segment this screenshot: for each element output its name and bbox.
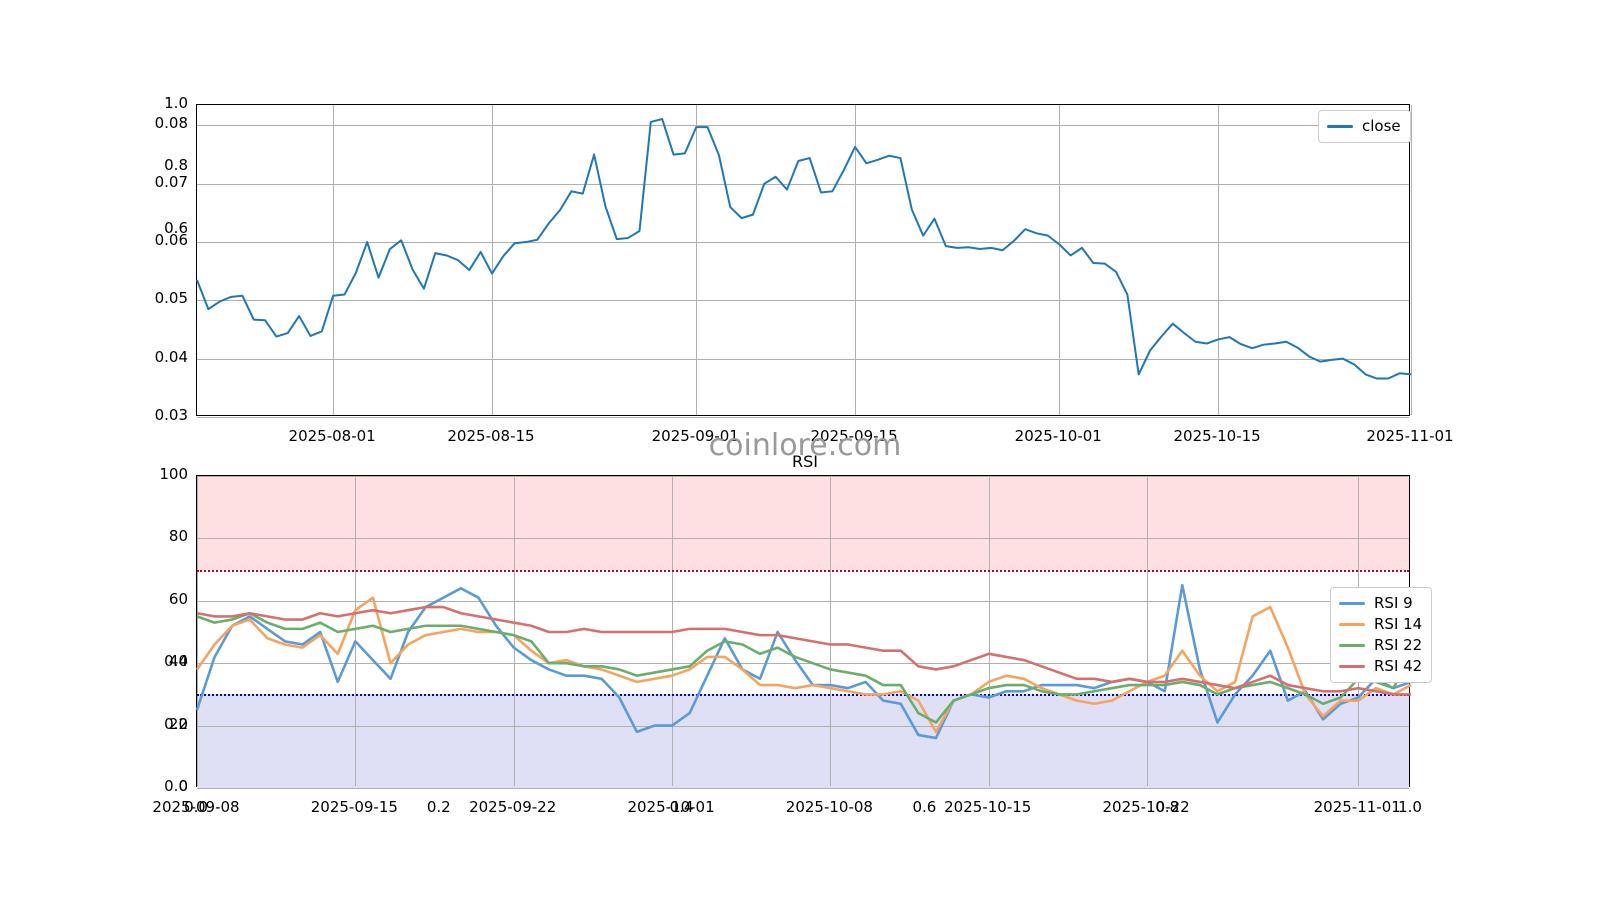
overbought-threshold-line bbox=[197, 569, 1409, 572]
rsi-gridline-h bbox=[197, 788, 1409, 789]
price-gridline-v bbox=[1411, 105, 1412, 415]
legend-label: RSI 22 bbox=[1374, 636, 1423, 654]
rsi-y-tick-secondary: 0.4 bbox=[164, 652, 188, 671]
rsi-x-tick-secondary: 0.0 bbox=[184, 798, 208, 816]
rsi-line-rsi-9 bbox=[195, 583, 1412, 740]
rsi-x-tick: 2025-09-15 bbox=[310, 798, 398, 816]
legend-item: close bbox=[1327, 116, 1401, 137]
price-legend: close bbox=[1318, 110, 1411, 143]
legend-item: RSI 22 bbox=[1339, 635, 1422, 656]
rsi-x-tick: 2025-10-22 bbox=[1102, 798, 1190, 816]
oversold-band bbox=[197, 694, 1409, 788]
price-close-line bbox=[196, 118, 1412, 380]
watermark: coinlore.com bbox=[708, 428, 902, 463]
legend-swatch-icon bbox=[1327, 125, 1353, 128]
rsi-x-tick-secondary: 0.4 bbox=[669, 798, 694, 816]
price-x-tick: 2025-09-01 bbox=[651, 427, 739, 445]
rsi-x-tick-secondary: 0.2 bbox=[426, 798, 451, 816]
rsi-legend: RSI 9 RSI 14 RSI 22 RSI 42 bbox=[1330, 587, 1433, 683]
price-y-tick-secondary: 1.0 bbox=[164, 94, 188, 112]
price-x-tick: 2025-11-01 bbox=[1366, 427, 1454, 445]
rsi-chart-title: RSI bbox=[792, 452, 818, 471]
rsi-y-tick: 40 bbox=[168, 652, 188, 671]
legend-swatch-icon bbox=[1339, 602, 1365, 605]
price-gridline-h bbox=[197, 417, 1409, 418]
rsi-y-tick: 20 bbox=[168, 714, 188, 733]
rsi-y-tick: 60 bbox=[168, 589, 188, 608]
rsi-x-tick: 2025-11-01 bbox=[1313, 798, 1401, 816]
rsi-x-tick: 2025-10-15 bbox=[944, 798, 1032, 816]
legend-item: RSI 42 bbox=[1339, 656, 1422, 677]
price-x-tick: 2025-10-01 bbox=[1014, 427, 1102, 445]
price-y-tick: 0.08 bbox=[154, 114, 188, 133]
rsi-line-rsi-22 bbox=[196, 611, 1413, 724]
price-x-tick: 2025-08-15 bbox=[447, 427, 535, 445]
rsi-series-plot bbox=[195, 583, 1413, 740]
legend-label: RSI 14 bbox=[1374, 615, 1423, 633]
price-y-tick: 0.05 bbox=[154, 289, 188, 308]
price-y-tick-secondary: 0.8 bbox=[164, 156, 188, 175]
price-y-tick: 0.03 bbox=[154, 406, 188, 424]
rsi-x-tick: 2025-10-01 bbox=[627, 798, 715, 816]
rsi-x-tick-secondary: 0.6 bbox=[912, 798, 937, 816]
legend-swatch-icon bbox=[1339, 644, 1365, 647]
legend-swatch-icon bbox=[1339, 623, 1365, 626]
price-chart-panel bbox=[196, 104, 1412, 418]
legend-swatch-icon bbox=[1339, 665, 1365, 668]
rsi-y-tick: 0 bbox=[178, 777, 188, 795]
legend-label: RSI 42 bbox=[1374, 657, 1423, 675]
price-y-tick: 0.06 bbox=[154, 231, 188, 250]
rsi-line-rsi-42 bbox=[196, 605, 1411, 696]
rsi-y-tick: 80 bbox=[168, 527, 188, 546]
rsi-x-tick: 2025-09-22 bbox=[469, 798, 557, 816]
rsi-x-tick-secondary: 1.0 bbox=[1398, 798, 1422, 816]
oversold-threshold-line bbox=[197, 694, 1409, 697]
price-y-tick: 0.07 bbox=[154, 172, 188, 191]
rsi-x-tick-secondary: 0.8 bbox=[1155, 798, 1180, 816]
overbought-band bbox=[197, 476, 1409, 570]
legend-item: RSI 14 bbox=[1339, 614, 1422, 635]
rsi-y-tick-secondary: 0.2 bbox=[164, 714, 188, 733]
rsi-x-tick: 2025-10-08 bbox=[785, 798, 873, 816]
price-series-plot bbox=[196, 118, 1412, 380]
rsi-chart-panel bbox=[195, 475, 1413, 789]
rsi-x-tick: 2025-09-08 bbox=[152, 798, 240, 816]
price-y-tick: 0.04 bbox=[154, 347, 188, 366]
price-x-tick: 2025-09-15 bbox=[810, 427, 898, 445]
price-y-tick-secondary: 0.6 bbox=[164, 218, 188, 237]
legend-label: close bbox=[1362, 117, 1401, 135]
legend-label: RSI 9 bbox=[1374, 594, 1413, 612]
price-x-tick: 2025-08-01 bbox=[288, 427, 376, 445]
price-x-tick: 2025-10-15 bbox=[1173, 427, 1261, 445]
rsi-y-tick: 100 bbox=[159, 465, 188, 483]
rsi-y-tick-secondary: 0.0 bbox=[164, 777, 188, 795]
legend-item: RSI 9 bbox=[1339, 593, 1422, 614]
